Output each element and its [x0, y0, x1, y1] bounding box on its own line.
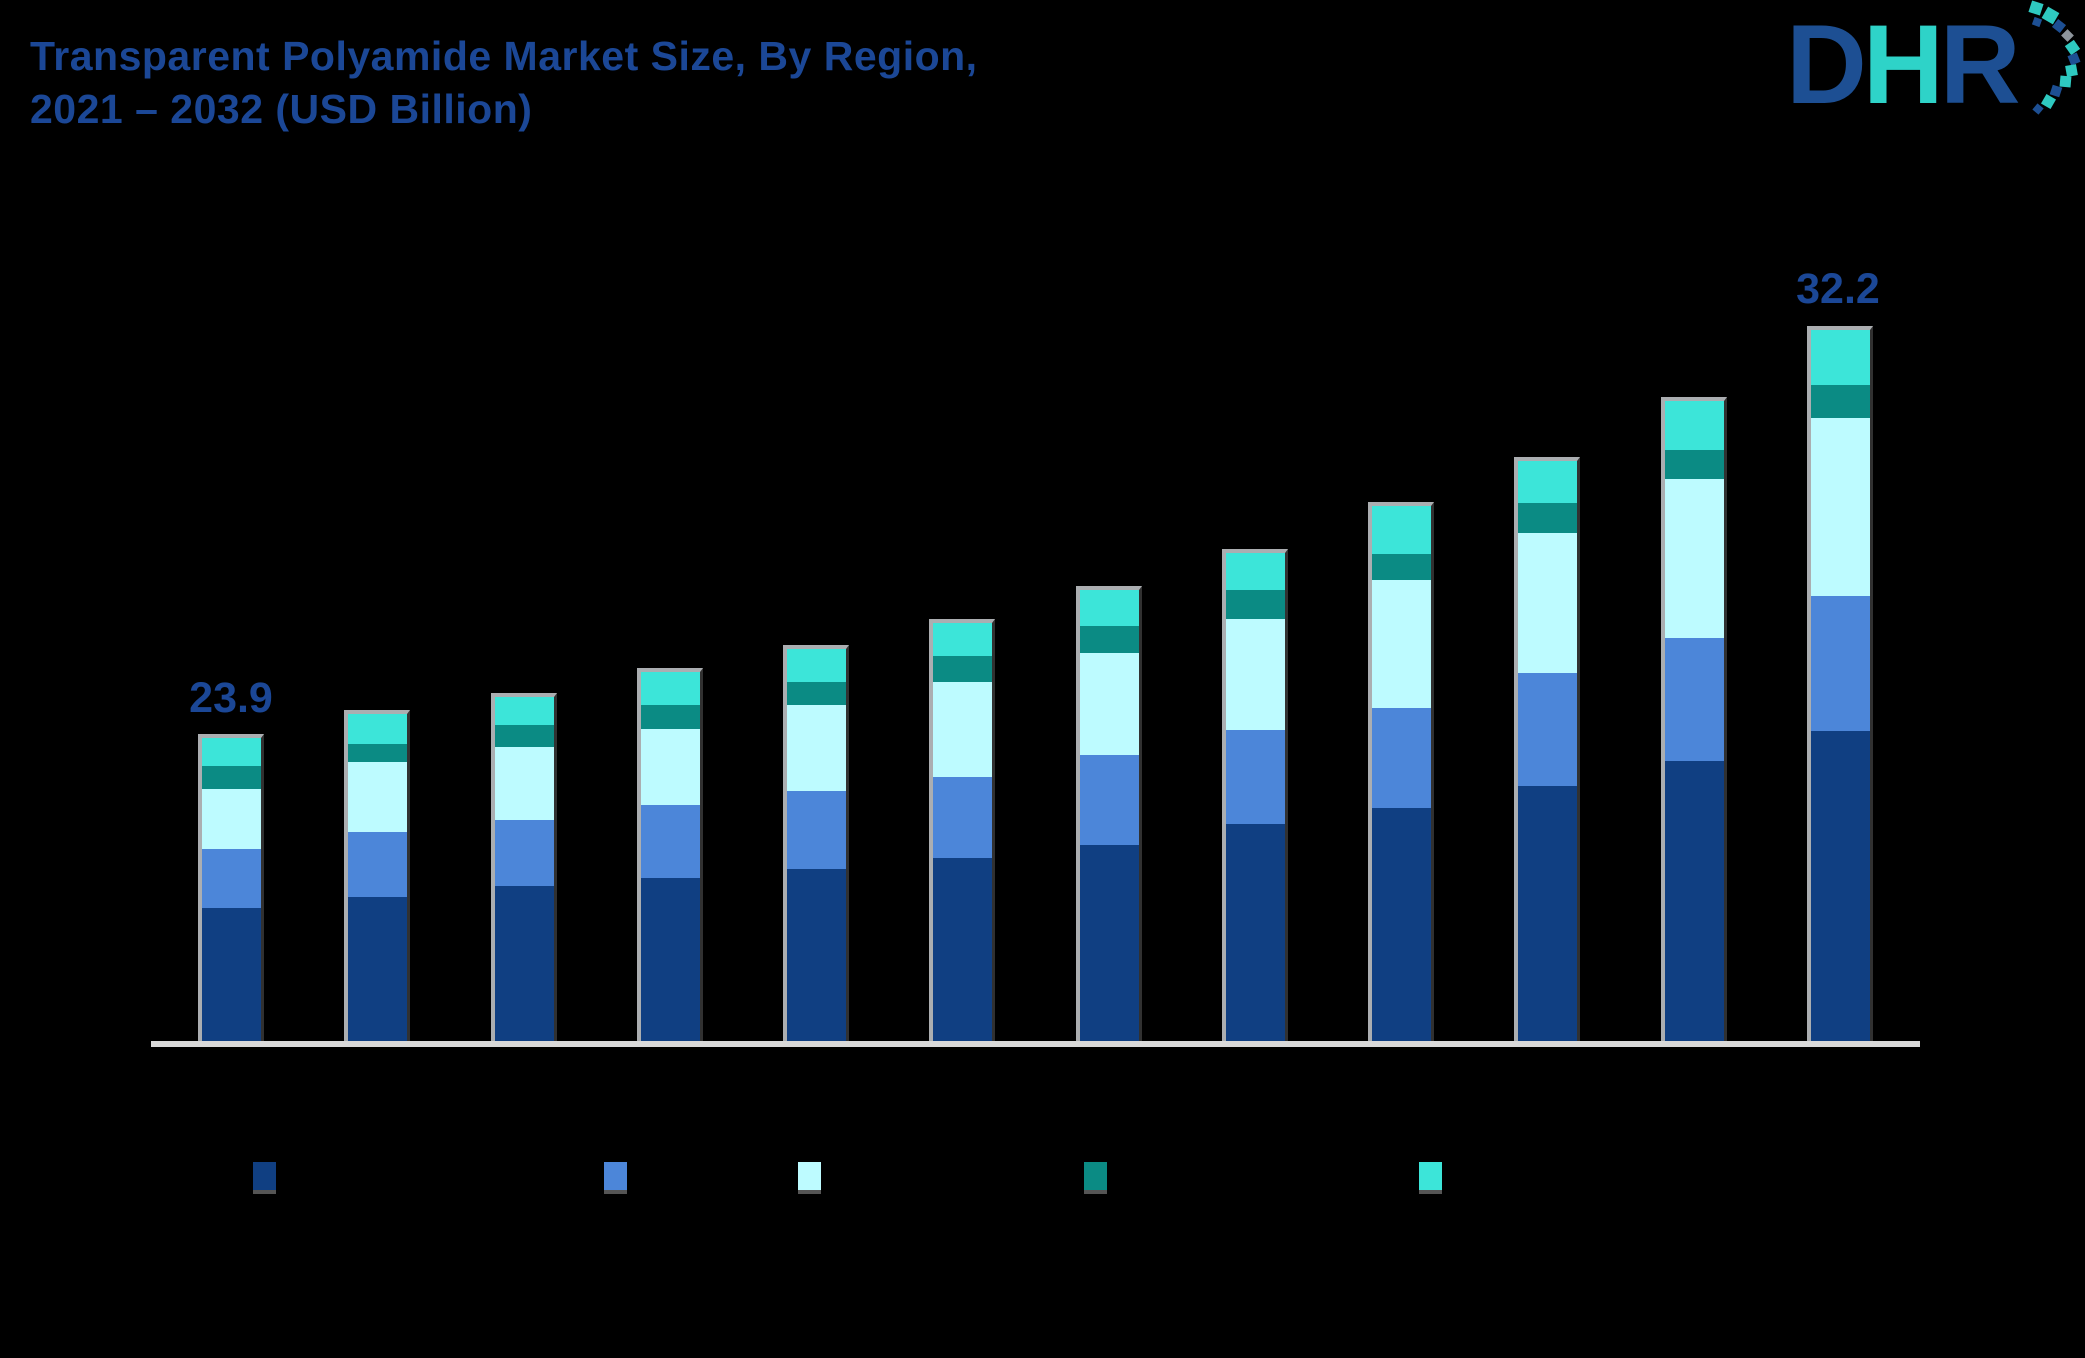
bar-4-segment-1: [640, 878, 700, 1041]
bar-2-segment-1: [348, 897, 408, 1041]
bar-3-segment-4: [494, 725, 554, 747]
bar-1-segment-2: [202, 849, 261, 908]
bar-4-segment-3: [640, 729, 700, 805]
value-label-last-bar: 32.2: [1796, 265, 1880, 313]
logo-dot-10: [2049, 84, 2063, 98]
bar-11-segment-4: [1664, 450, 1724, 479]
bar-2-segment-5: [348, 714, 408, 744]
bar-12: [1806, 326, 1873, 1041]
bar-9-segment-3: [1372, 580, 1432, 708]
bar-7-segment-1: [1079, 845, 1139, 1041]
bar-12-segment-2: [1810, 596, 1870, 731]
bar-8-segment-3: [1225, 619, 1285, 730]
bar-9-segment-1: [1372, 808, 1432, 1041]
bar-8-segment-4: [1225, 590, 1285, 619]
chart-title: Transparent Polyamide Market Size, By Re…: [30, 30, 978, 136]
logo-dot-12: [2032, 103, 2044, 115]
bar-11-segment-5: [1664, 401, 1724, 450]
bar-11-segment-2: [1664, 638, 1724, 761]
dhr-logo: DHR: [1786, 8, 2021, 128]
bar-7-segment-4: [1079, 626, 1139, 653]
bar-8: [1221, 549, 1288, 1041]
bar-10-segment-5: [1518, 461, 1578, 503]
bar-1-segment-5: [202, 738, 261, 766]
bar-7-segment-3: [1079, 653, 1139, 755]
bar-9-segment-2: [1372, 708, 1432, 808]
legend-swatch-3: [798, 1162, 821, 1190]
bar-5-segment-1: [787, 869, 847, 1041]
bar-5-segment-4: [787, 682, 847, 705]
bar-11-segment-3: [1664, 479, 1724, 638]
bar-4-segment-4: [640, 705, 700, 729]
bar-5: [783, 645, 850, 1041]
legend-swatch-1: [253, 1162, 276, 1190]
logo-dot-9: [2059, 75, 2072, 88]
bar-12-segment-3: [1810, 418, 1870, 596]
bar-7-segment-2: [1079, 755, 1139, 845]
bar-12-segment-1: [1810, 731, 1870, 1041]
legend-swatch-4: [1084, 1162, 1107, 1190]
bar-11: [1660, 397, 1727, 1041]
bar-1-segment-4: [202, 766, 261, 789]
bar-5-segment-3: [787, 705, 847, 791]
x-axis-baseline: [151, 1041, 1920, 1047]
logo-dot-3: [2031, 16, 2043, 28]
bar-3-segment-5: [494, 697, 554, 725]
bar-1: [198, 734, 264, 1041]
bar-10-segment-3: [1518, 533, 1578, 673]
bar-10: [1514, 457, 1581, 1041]
logo-dot-8: [2065, 64, 2078, 77]
chart-title-line1: Transparent Polyamide Market Size, By Re…: [30, 33, 978, 79]
bar-6-segment-4: [933, 656, 993, 682]
bar-9: [1368, 502, 1435, 1041]
bar-5-segment-2: [787, 791, 847, 869]
bar-8-segment-2: [1225, 730, 1285, 824]
bar-12-segment-4: [1810, 385, 1870, 418]
bar-5-segment-5: [787, 649, 847, 682]
logo-letter-d: D: [1786, 2, 1867, 127]
bar-1-segment-1: [202, 908, 261, 1041]
bar-6-segment-3: [933, 682, 993, 777]
bar-6-segment-1: [933, 858, 993, 1041]
bar-8-segment-5: [1225, 553, 1285, 590]
bar-3-segment-2: [494, 820, 554, 886]
bar-6-segment-2: [933, 777, 993, 858]
bar-2-segment-2: [348, 832, 408, 897]
bar-2-segment-3: [348, 762, 408, 832]
value-label-first-bar: 23.9: [189, 674, 273, 722]
bar-4-segment-2: [640, 805, 700, 878]
bar-12-segment-5: [1810, 330, 1870, 385]
legend-swatch-2: [604, 1162, 627, 1190]
logo-dot-1: [2028, 0, 2044, 16]
bar-6: [929, 619, 996, 1041]
bar-4: [636, 668, 703, 1041]
bar-9-segment-5: [1372, 506, 1432, 554]
bar-2-segment-4: [348, 744, 408, 762]
bar-3: [490, 693, 557, 1041]
bar-10-segment-1: [1518, 786, 1578, 1041]
bar-4-segment-5: [640, 672, 700, 705]
bar-11-segment-1: [1664, 761, 1724, 1041]
bar-2: [344, 710, 411, 1041]
bar-7: [1075, 586, 1142, 1041]
legend-swatch-5: [1419, 1162, 1442, 1190]
bar-9-segment-4: [1372, 554, 1432, 580]
logo-letter-h: H: [1862, 2, 1944, 127]
logo-letter-r: R: [1939, 2, 2021, 127]
bar-3-segment-1: [494, 886, 554, 1041]
bar-6-segment-5: [933, 623, 993, 656]
bar-3-segment-3: [494, 747, 554, 820]
bar-8-segment-1: [1225, 824, 1285, 1041]
logo-dot-11: [2040, 93, 2057, 110]
bar-10-segment-4: [1518, 503, 1578, 533]
bar-7-segment-5: [1079, 590, 1139, 626]
chart-title-line2: 2021 – 2032 (USD Billion): [30, 86, 533, 132]
bar-10-segment-2: [1518, 673, 1578, 786]
bar-1-segment-3: [202, 789, 261, 849]
